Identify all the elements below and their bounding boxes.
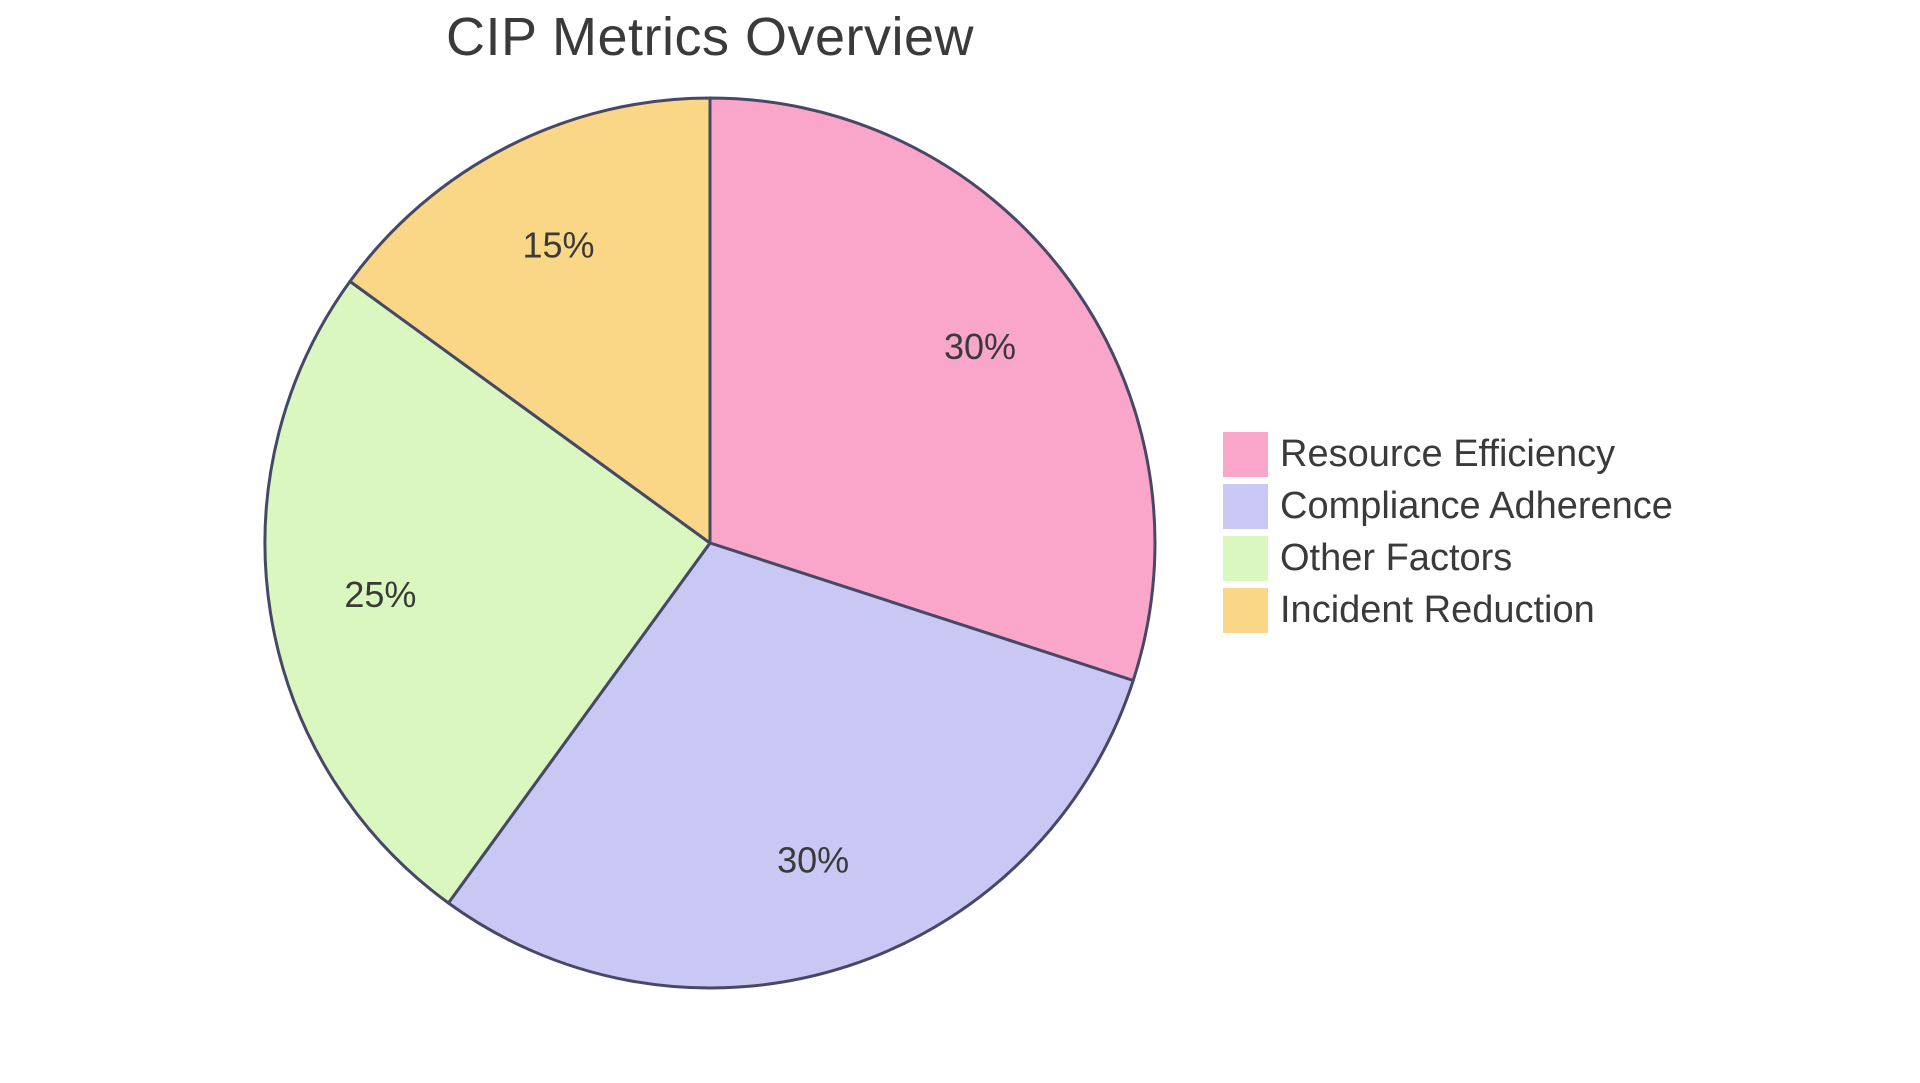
legend-swatch-icon [1223, 432, 1268, 477]
legend-label: Incident Reduction [1280, 589, 1595, 631]
slice-percent-label: 25% [344, 574, 416, 615]
legend-label: Other Factors [1280, 537, 1513, 579]
legend-item: Other Factors [1223, 536, 1673, 581]
slice-percent-label: 30% [944, 326, 1016, 367]
legend-item: Incident Reduction [1223, 588, 1673, 633]
chart-title: CIP Metrics Overview [445, 7, 975, 67]
pie-slice-resource-efficiency [708, 96, 1157, 682]
legend-label: Compliance Adherence [1280, 485, 1673, 527]
slice-percent-label: 30% [777, 839, 849, 880]
legend-label: Resource Efficiency [1280, 433, 1616, 475]
pie-slice-compliance-adherence [446, 541, 1135, 990]
legend: Resource Efficiency Compliance Adherence… [1223, 432, 1673, 633]
legend-swatch-icon [1223, 588, 1268, 633]
pie-chart: 30% 30% 25% 15% [263, 96, 1157, 990]
legend-swatch-icon [1223, 536, 1268, 581]
legend-swatch-icon [1223, 484, 1268, 529]
slice-percent-label: 15% [522, 225, 594, 266]
pie-slice-incident-reduction [348, 96, 712, 545]
legend-item: Compliance Adherence [1223, 484, 1673, 529]
legend-item: Resource Efficiency [1223, 432, 1673, 477]
pie-slice-other-factors [263, 279, 712, 905]
